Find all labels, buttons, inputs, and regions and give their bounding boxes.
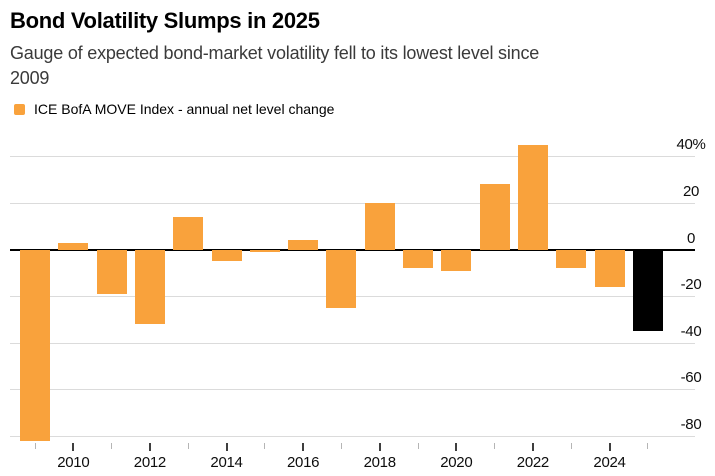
bar-2016 [288, 240, 319, 250]
chart-title: Bond Volatility Slumps in 2025 [10, 8, 320, 33]
x-tick-2015 [264, 443, 266, 449]
x-tick-2013 [187, 443, 189, 449]
legend: ICE BofA MOVE Index - annual net level c… [14, 101, 334, 117]
legend-label: ICE BofA MOVE Index - annual net level c… [34, 101, 335, 117]
bar-2024 [594, 249, 625, 287]
x-tick-2009 [34, 443, 36, 449]
gridline--80 [10, 436, 695, 437]
x-tick-2023 [570, 443, 572, 449]
bar-2014 [211, 249, 242, 262]
y-axis-label-20: 20 [682, 182, 700, 200]
bar-2023 [556, 249, 587, 269]
x-tick-2021 [494, 443, 496, 449]
bar-2015 [249, 249, 280, 252]
x-tick-2019 [417, 443, 419, 449]
x-tick-2012 [148, 443, 151, 451]
bar-2025 [632, 249, 663, 332]
x-tick-2011 [111, 443, 113, 449]
bar-2020 [441, 249, 472, 271]
gridline-40 [10, 156, 695, 158]
x-axis-label-2010: 2010 [57, 454, 90, 471]
x-tick-2018 [378, 443, 381, 451]
x-axis: 2010 2012 2014 2016 2018 2020 2022 2024 [10, 443, 695, 476]
x-tick-2022 [531, 443, 534, 451]
chart-subtitle-line2: 2009 [10, 68, 50, 88]
x-axis-label-2022: 2022 [516, 454, 549, 471]
x-tick-2024 [608, 443, 611, 451]
y-axis-label--20: -20 [680, 276, 702, 294]
bar-2011 [96, 249, 127, 294]
y-axis-label-40: 40% [676, 136, 706, 154]
x-axis-label-2020: 2020 [440, 454, 473, 471]
bar-2018 [364, 202, 395, 250]
gridline--40 [10, 342, 695, 344]
y-axis-label-0: 0 [686, 229, 696, 247]
chart-subtitle-line1: Gauge of expected bond-market volatility… [10, 43, 540, 63]
chart-subtitle: Gauge of expected bond-market volatility… [10, 41, 539, 91]
x-axis-label-2024: 2024 [593, 454, 626, 471]
gridline--60 [10, 389, 695, 391]
bar-2013 [173, 216, 204, 250]
x-tick-2017 [340, 443, 342, 449]
x-tick-2020 [455, 443, 458, 451]
bar-2009 [20, 249, 50, 441]
bar-2021 [479, 184, 510, 250]
x-tick-2016 [302, 443, 305, 451]
bar-2019 [403, 249, 433, 269]
bar-2017 [326, 249, 357, 308]
bar-2010 [58, 242, 89, 250]
x-axis-label-2018: 2018 [363, 454, 396, 471]
y-axis-label--60: -60 [680, 369, 702, 387]
x-axis-label-2012: 2012 [133, 454, 166, 471]
bar-2012 [134, 249, 165, 325]
x-tick-2025 [647, 443, 649, 449]
bar-chart-plot [10, 133, 695, 443]
x-tick-2014 [225, 443, 228, 451]
legend-swatch-icon [14, 103, 25, 115]
x-axis-label-2016: 2016 [287, 454, 320, 471]
x-tick-2010 [72, 443, 75, 451]
x-axis-label-2014: 2014 [210, 454, 243, 471]
gridline-20 [10, 202, 695, 204]
bar-2022 [517, 144, 548, 250]
y-axis-label--40: -40 [680, 322, 702, 340]
y-axis-label--80: -80 [680, 416, 702, 433]
